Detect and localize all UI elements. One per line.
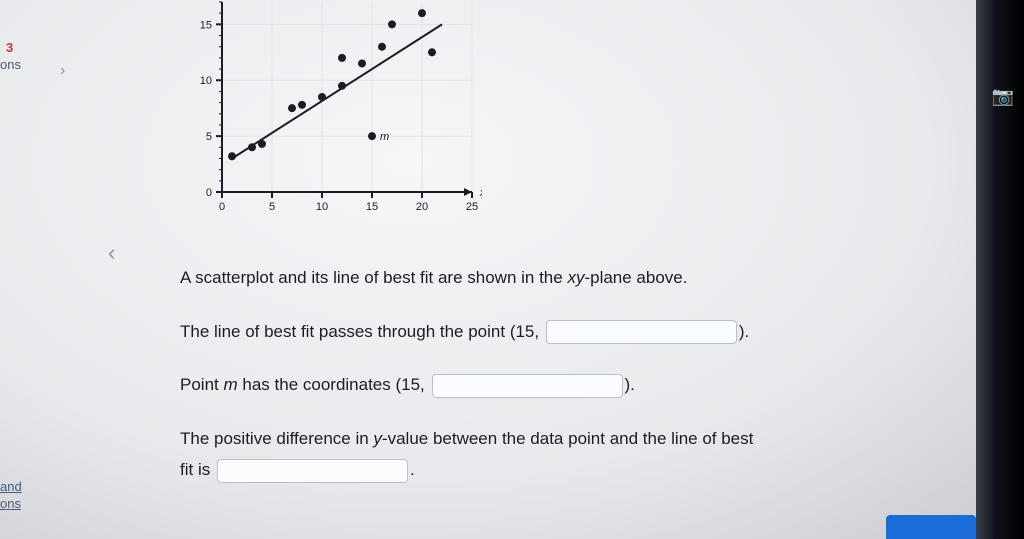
var-m: m (223, 375, 237, 394)
fill-line-2: Point m has the coordinates (15, ). (180, 372, 900, 398)
svg-text:5: 5 (269, 201, 275, 213)
text: Point (180, 375, 223, 394)
svg-text:15: 15 (200, 19, 212, 31)
text: A scatterplot and its line of best fit a… (180, 268, 567, 287)
var-xy: xy (567, 268, 584, 287)
fill-line-1: The line of best fit passes through the … (180, 319, 900, 345)
svg-text:25: 25 (466, 201, 478, 213)
chevron-right-icon[interactable]: › (60, 62, 65, 80)
fill-line-4: fit is . (180, 457, 900, 483)
left-nav: 3 ons (0, 40, 58, 72)
text: The positive difference in (180, 429, 373, 448)
camera-icon: 📷 (992, 86, 1014, 107)
left-bottom-nav: and ons (0, 477, 22, 511)
svg-text:m: m (380, 131, 389, 143)
text: fit is (180, 460, 215, 479)
nav-label[interactable]: ons (0, 57, 58, 72)
intro-line: A scatterplot and its line of best fit a… (180, 265, 900, 291)
scatter-chart: 0 5 10 15 20 25 5 10 15 x 0 m (182, 0, 482, 222)
monitor-bezel (976, 0, 1024, 539)
text: . (410, 460, 415, 479)
chart-svg: 0 5 10 15 20 25 5 10 15 x 0 m (182, 0, 482, 222)
text: ). (625, 375, 635, 394)
answer-input-1[interactable] (546, 320, 737, 344)
text: -plane above. (584, 268, 687, 287)
svg-text:0: 0 (206, 187, 212, 199)
svg-text:5: 5 (206, 131, 212, 143)
svg-text:15: 15 (366, 201, 378, 213)
problem-text: A scatterplot and its line of best fit a… (180, 265, 900, 511)
svg-text:10: 10 (316, 201, 328, 213)
fill-line-3: The positive difference in y-value betwe… (180, 426, 900, 452)
nav-link-and[interactable]: and (0, 479, 22, 494)
text: ). (739, 322, 749, 341)
question-number: 3 (6, 40, 58, 55)
chevron-left-icon[interactable]: ‹ (108, 240, 115, 266)
svg-text:10: 10 (200, 75, 212, 87)
svg-text:0: 0 (219, 201, 225, 213)
nav-link-ons[interactable]: ons (0, 496, 22, 511)
var-y: y (373, 429, 382, 448)
text: -value between the data point and the li… (382, 429, 753, 448)
text: has the coordinates (15, (238, 375, 430, 394)
svg-text:20: 20 (416, 201, 428, 213)
text: The line of best fit passes through the … (180, 322, 544, 341)
svg-text:x: x (479, 187, 482, 199)
primary-action-button[interactable] (886, 515, 976, 539)
screen: 3 ons › and ons 0 5 10 15 20 25 5 10 15 x 0 m ‹ A s… (0, 0, 1024, 539)
answer-input-3[interactable] (217, 459, 408, 483)
answer-input-2[interactable] (432, 374, 623, 398)
